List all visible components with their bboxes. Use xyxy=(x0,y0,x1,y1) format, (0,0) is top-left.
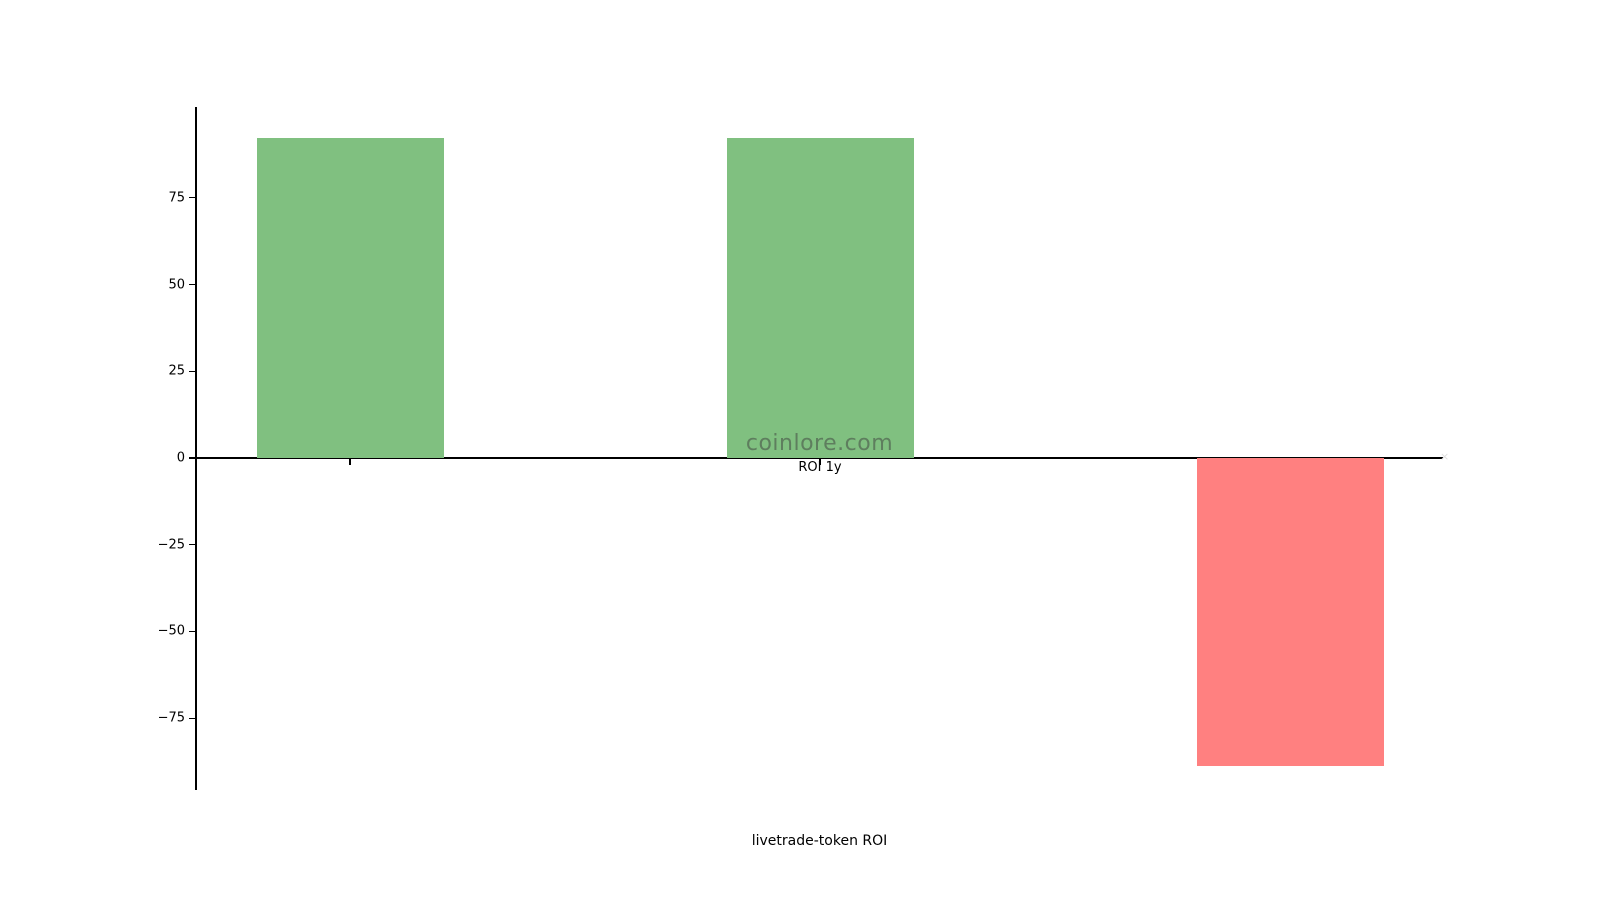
axis-end-artifact-icon: × xyxy=(1440,450,1450,463)
chart-title: livetrade-token ROI xyxy=(751,833,888,849)
y-tick-mark xyxy=(189,370,196,372)
y-tick-label: −75 xyxy=(157,710,185,726)
bar-0 xyxy=(256,137,444,458)
y-axis-spine xyxy=(195,107,197,790)
y-tick-mark xyxy=(189,717,196,719)
y-tick-mark xyxy=(189,544,196,546)
y-tick-mark xyxy=(189,197,196,199)
y-tick-mark xyxy=(189,630,196,632)
y-tick-label: −50 xyxy=(157,623,185,639)
x-tick-label: ROI 1y xyxy=(798,460,842,475)
y-tick-mark xyxy=(189,457,196,459)
y-tick-label: 75 xyxy=(168,190,185,206)
y-tick-label: 0 xyxy=(176,450,185,466)
y-tick-label: −25 xyxy=(157,537,185,553)
y-tick-label: 50 xyxy=(168,277,185,293)
watermark-text: coinlore.com xyxy=(745,431,894,456)
bar-roi-1y xyxy=(726,137,914,458)
y-tick-label: 25 xyxy=(168,363,185,379)
y-tick-mark xyxy=(189,284,196,286)
x-tick-mark xyxy=(349,458,351,465)
x-tick-mark xyxy=(819,458,821,465)
bar-2 xyxy=(1196,458,1384,766)
